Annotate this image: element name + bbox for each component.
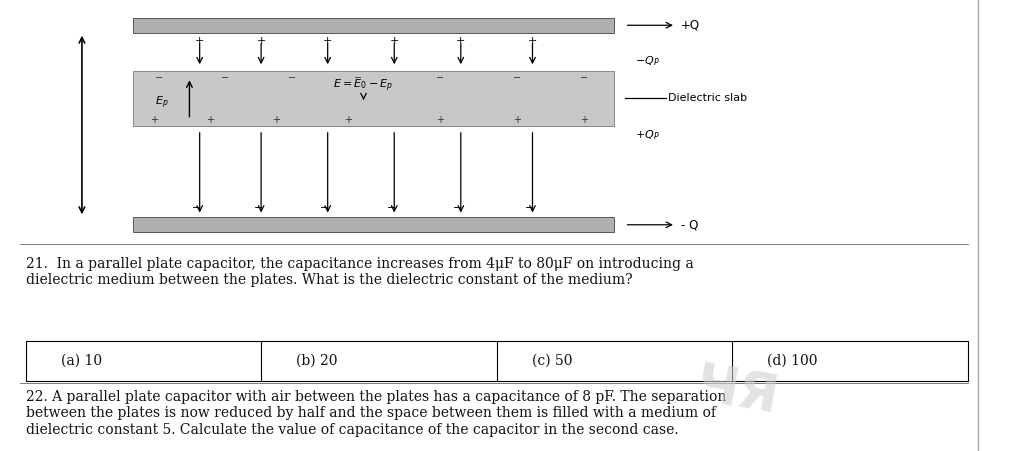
Text: - Q: - Q bbox=[681, 218, 698, 231]
Text: +: + bbox=[436, 115, 444, 125]
Text: −: − bbox=[436, 73, 444, 83]
Text: +: + bbox=[580, 115, 588, 125]
Text: +: + bbox=[206, 115, 214, 125]
Text: +: + bbox=[272, 115, 281, 125]
Text: +: + bbox=[323, 37, 333, 46]
Text: $E = E_0 - E_p$: $E = E_0 - E_p$ bbox=[334, 78, 393, 94]
Text: −: − bbox=[253, 202, 263, 213]
Text: Dielectric slab: Dielectric slab bbox=[668, 93, 746, 103]
Text: ЧЯ: ЧЯ bbox=[692, 359, 782, 425]
Text: +: + bbox=[456, 37, 466, 46]
Text: +: + bbox=[195, 37, 205, 46]
Text: (b) 20: (b) 20 bbox=[297, 354, 338, 368]
Text: −: − bbox=[221, 73, 229, 83]
Text: 21.  In a parallel plate capacitor, the capacitance increases from 4μF to 80μF o: 21. In a parallel plate capacitor, the c… bbox=[26, 257, 693, 287]
Bar bbox=[133, 217, 614, 232]
Text: 22. A parallel plate capacitor with air between the plates has a capacitance of : 22. A parallel plate capacitor with air … bbox=[26, 390, 726, 437]
Text: +: + bbox=[527, 37, 538, 46]
Text: $+ Q_P$: $+ Q_P$ bbox=[635, 129, 659, 143]
Text: −: − bbox=[191, 202, 202, 213]
Text: −: − bbox=[524, 202, 535, 213]
Text: −: − bbox=[580, 73, 588, 83]
Text: (a) 10: (a) 10 bbox=[61, 354, 102, 368]
Text: +: + bbox=[389, 37, 399, 46]
Bar bbox=[133, 18, 614, 33]
Text: +: + bbox=[513, 115, 521, 125]
Bar bbox=[26, 341, 968, 381]
Text: −: − bbox=[288, 73, 296, 83]
Text: +Q: +Q bbox=[681, 19, 700, 32]
Text: (d) 100: (d) 100 bbox=[768, 354, 818, 368]
Text: +: + bbox=[344, 115, 352, 125]
Text: −: − bbox=[513, 73, 521, 83]
Text: +: + bbox=[150, 115, 158, 125]
Text: −: − bbox=[354, 73, 362, 83]
Text: $-Q_P$: $-Q_P$ bbox=[635, 55, 659, 69]
Text: −: − bbox=[453, 202, 463, 213]
Bar bbox=[133, 71, 614, 126]
Text: (c) 50: (c) 50 bbox=[532, 354, 572, 368]
Text: −: − bbox=[155, 73, 163, 83]
Text: $E_p$: $E_p$ bbox=[156, 95, 169, 111]
Text: −: − bbox=[386, 202, 396, 213]
Text: −: − bbox=[319, 202, 330, 213]
Text: +: + bbox=[256, 37, 266, 46]
